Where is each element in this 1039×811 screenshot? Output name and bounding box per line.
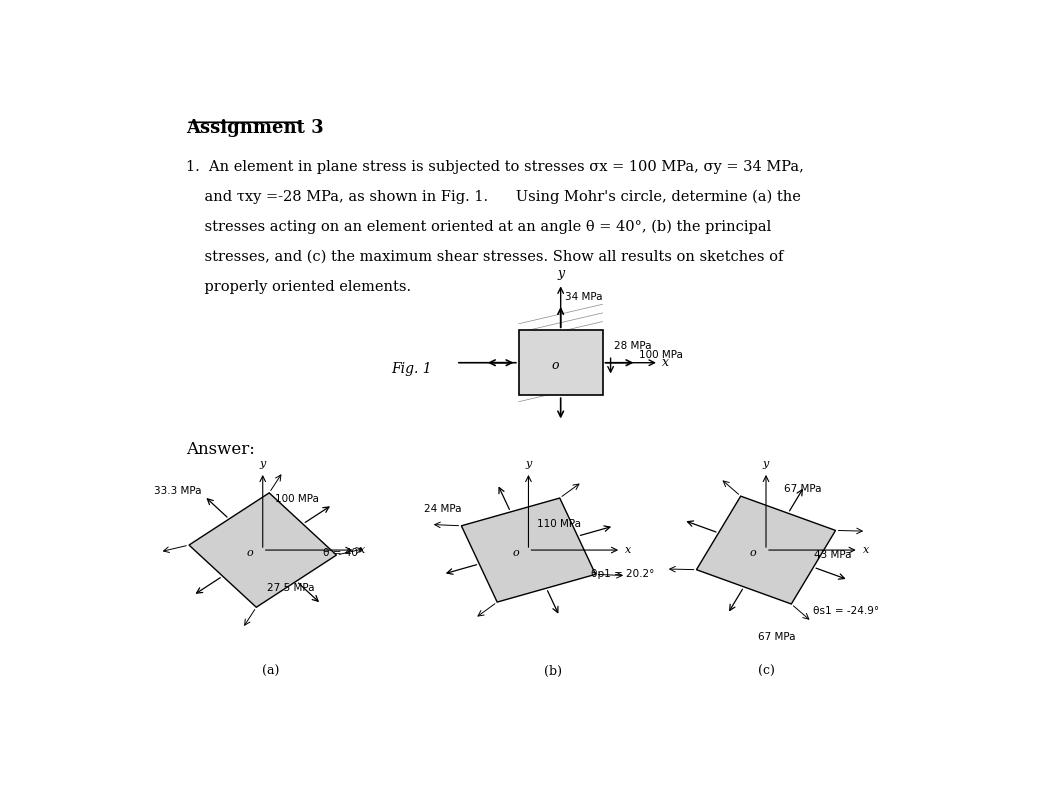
Text: y: y	[526, 459, 532, 469]
Text: stresses acting on an element oriented at an angle θ = 40°, (b) the principal: stresses acting on an element oriented a…	[186, 220, 772, 234]
Text: 1.  An element in plane stress is subjected to stresses σx = 100 MPa, σy = 34 MP: 1. An element in plane stress is subject…	[186, 160, 804, 174]
Text: θp1 = 20.2°: θp1 = 20.2°	[591, 569, 655, 579]
Text: 33.3 MPa: 33.3 MPa	[154, 486, 202, 496]
Polygon shape	[518, 330, 603, 395]
Text: Assignment 3: Assignment 3	[186, 119, 324, 137]
Text: (a): (a)	[262, 665, 279, 678]
Polygon shape	[461, 498, 595, 602]
Text: 100 MPa: 100 MPa	[639, 350, 683, 359]
Text: (c): (c)	[757, 665, 774, 678]
Text: 43 MPa: 43 MPa	[815, 550, 852, 560]
Text: o: o	[246, 548, 254, 558]
Text: 100 MPa: 100 MPa	[274, 494, 319, 504]
Text: properly oriented elements.: properly oriented elements.	[186, 280, 411, 294]
Text: stresses, and (c) the maximum shear stresses. Show all results on sketches of: stresses, and (c) the maximum shear stre…	[186, 250, 783, 264]
Text: 110 MPa: 110 MPa	[536, 519, 581, 529]
Text: x: x	[862, 545, 869, 555]
Text: y: y	[260, 459, 266, 469]
Text: 34 MPa: 34 MPa	[565, 292, 603, 303]
Polygon shape	[696, 496, 835, 604]
Text: o: o	[512, 548, 518, 558]
Text: and τxy =-28 MPa, as shown in Fig. 1.      Using Mohr's circle, determine (a) th: and τxy =-28 MPa, as shown in Fig. 1. Us…	[186, 190, 801, 204]
Text: x: x	[625, 545, 632, 555]
Text: Fig. 1: Fig. 1	[392, 362, 432, 376]
Text: 27.5 MPa: 27.5 MPa	[267, 582, 314, 593]
Text: θ = 40°: θ = 40°	[323, 548, 364, 558]
Polygon shape	[189, 493, 337, 607]
Text: Answer:: Answer:	[186, 441, 256, 457]
Text: 24 MPa: 24 MPa	[424, 504, 461, 514]
Text: x: x	[662, 356, 669, 369]
Text: o: o	[552, 358, 559, 371]
Text: 67 MPa: 67 MPa	[783, 484, 821, 494]
Text: y: y	[763, 459, 769, 469]
Text: o: o	[749, 548, 756, 558]
Text: 67 MPa: 67 MPa	[758, 633, 796, 642]
Text: θs1 = -24.9°: θs1 = -24.9°	[812, 607, 879, 616]
Text: (b): (b)	[543, 665, 562, 678]
Text: y: y	[557, 268, 564, 281]
Text: x: x	[359, 545, 366, 555]
Text: 28 MPa: 28 MPa	[614, 341, 651, 351]
